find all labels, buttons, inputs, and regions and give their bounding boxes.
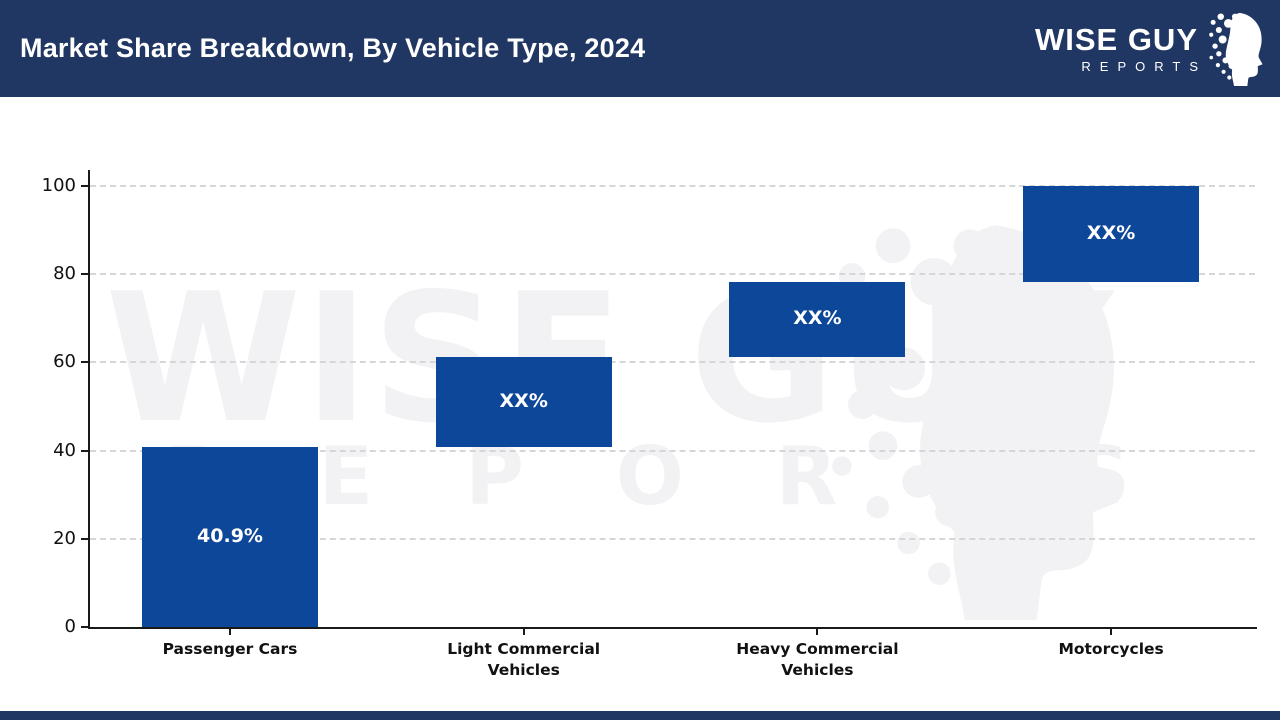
plot-area: 0 20 40 60 80 100 40.9% Passenger Cars XX% Light … — [42, 170, 1257, 679]
bar-value-label: XX% — [793, 307, 842, 330]
x-category-label: Passenger Cars — [162, 640, 298, 658]
bar-segment — [435, 356, 612, 447]
gridline — [90, 449, 1255, 452]
bar-value-label: XX% — [499, 389, 548, 412]
x-tick-mark — [522, 627, 525, 635]
dotted-head-icon — [1209, 12, 1263, 86]
y-tick-label: 0 — [64, 616, 76, 637]
wise-guy-reports-logo: WISE GUY REPORTS — [1035, 11, 1266, 87]
y-tick-mark — [81, 361, 90, 364]
gridline — [90, 185, 1255, 187]
x-axis-spine — [88, 627, 1257, 629]
x-category-label: Heavy Commercial Vehicles — [736, 640, 899, 679]
gridline — [90, 361, 1255, 364]
y-tick-mark — [81, 537, 90, 540]
bar-value-label: XX% — [1086, 222, 1136, 245]
footer-bar — [0, 711, 1280, 720]
logo-name: WISE GUY — [1034, 22, 1198, 57]
y-tick-mark — [81, 626, 90, 628]
x-category-label: Light Commercial Vehicles — [447, 640, 601, 679]
y-tick-mark — [81, 449, 90, 452]
bar-segment — [142, 446, 318, 627]
x-tick-mark — [1110, 627, 1113, 635]
page-title: Market Share Breakdown, By Vehicle Type,… — [20, 33, 646, 63]
gridline — [90, 537, 1255, 540]
y-tick-mark — [81, 273, 90, 276]
bar-value-label: 40.9% — [197, 524, 263, 547]
logo-text: WISE GUY REPORTS — [1035, 24, 1198, 73]
x-tick-mark — [229, 627, 231, 635]
x-tick-mark — [816, 627, 819, 635]
y-tick-mark — [81, 185, 90, 187]
y-axis-spine — [88, 170, 90, 629]
header-bar: Market Share Breakdown, By Vehicle Type,… — [0, 0, 1280, 97]
y-tick-label: 60 — [53, 351, 76, 373]
y-tick-label: 80 — [53, 263, 76, 285]
x-category-label: Motorcycles — [1058, 640, 1164, 658]
y-tick-label: 100 — [41, 175, 76, 196]
y-tick-label: 40 — [53, 439, 76, 461]
gridline — [90, 273, 1255, 276]
logo-subtitle: REPORTS — [1081, 59, 1207, 74]
y-tick-label: 20 — [53, 527, 76, 549]
